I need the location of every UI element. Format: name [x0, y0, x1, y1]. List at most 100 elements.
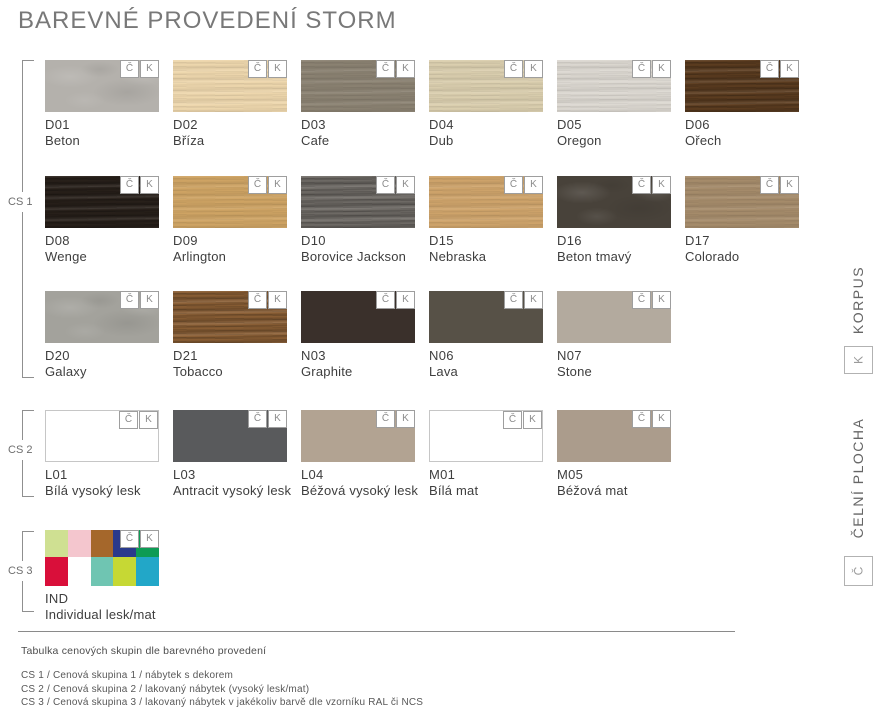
material-name: Bříza: [173, 133, 205, 148]
footer-line-cs3: CS 3 / Cenová skupina 3 / lakovaný nábyt…: [21, 697, 424, 708]
material-code: IND: [45, 591, 69, 606]
individual-colors-grid: [45, 530, 159, 586]
swatch-cell-d08: Č K D08 Wenge: [45, 176, 173, 264]
swatch-cell-d15: Č K D15 Nebraska: [429, 176, 557, 264]
material-code: D04: [429, 117, 454, 132]
footer-heading: Tabulka cenových skupin dle barevného pr…: [21, 645, 267, 657]
front-usage-badge: Č: [376, 410, 395, 428]
material-code: N06: [429, 348, 454, 363]
swatch-cell-d21: Č K D21 Tobacco: [173, 291, 301, 379]
korpus-usage-badge: K: [652, 176, 671, 194]
swatch-cell-d01: Č K D01 Beton: [45, 60, 173, 148]
material-name: Tobacco: [173, 364, 223, 379]
front-usage-badge: Č: [632, 410, 651, 428]
color-tile: [90, 557, 114, 586]
material-name: Nebraska: [429, 249, 487, 264]
front-usage-badge: Č: [760, 176, 779, 194]
material-code: D05: [557, 117, 582, 132]
swatch-cell-d09: Č K D09 Arlington: [173, 176, 301, 264]
korpus-k-letter: K: [851, 356, 866, 365]
korpus-usage-badge: K: [523, 411, 542, 429]
front-usage-badge: Č: [504, 176, 523, 194]
korpus-usage-badge: K: [652, 410, 671, 428]
front-usage-badge: Č: [376, 176, 395, 194]
material-code: N03: [301, 348, 326, 363]
korpus-usage-badge: K: [780, 176, 799, 194]
group-label-cs1: CS 1: [7, 192, 34, 212]
swatch-cell-n03: Č K N03 Graphite: [301, 291, 429, 379]
korpus-usage-badge: K: [524, 291, 543, 309]
color-tile: [136, 557, 159, 586]
korpus-usage-badge: K: [396, 60, 415, 78]
material-name: Béžová mat: [557, 483, 628, 498]
korpus-usage-badge: K: [268, 291, 287, 309]
front-usage-badge: Č: [760, 60, 779, 78]
front-usage-badge: Č: [376, 60, 395, 78]
swatch-cell-d06: Č K D06 Ořech: [685, 60, 813, 148]
material-code: N07: [557, 348, 582, 363]
swatch-cell-d05: Č K D05 Oregon: [557, 60, 685, 148]
footer-line-cs1: CS 1 / Cenová skupina 1 / nábytek s deko…: [21, 670, 234, 681]
material-code: D17: [685, 233, 710, 248]
front-usage-badge: Č: [504, 60, 523, 78]
front-vertical-label: ČELNÍ PLOCHA: [850, 417, 866, 539]
material-name: Lava: [429, 364, 458, 379]
color-tile: [67, 530, 91, 557]
swatch-cell-d20: Č K D20 Galaxy: [45, 291, 173, 379]
material-name: Bílá mat: [429, 483, 479, 498]
group-bracket-cs3: CS 3: [7, 531, 35, 612]
material-name: Antracit vysoký lesk: [173, 483, 292, 498]
front-usage-badge: Č: [248, 60, 267, 78]
front-usage-badge: Č: [632, 291, 651, 309]
page-title: BAREVNÉ PROVEDENÍ STORM: [18, 7, 397, 34]
material-code: M01: [429, 467, 456, 482]
material-code: L03: [173, 467, 196, 482]
front-usage-badge: Č: [120, 60, 139, 78]
korpus-usage-badge: K: [268, 176, 287, 194]
korpus-vertical-label: KORPUS: [850, 265, 866, 335]
material-name: Wenge: [45, 249, 87, 264]
korpus-usage-badge: K: [140, 291, 159, 309]
swatch-cell-d03: Č K D03 Cafe: [301, 60, 429, 148]
korpus-usage-badge: K: [652, 291, 671, 309]
material-code: D20: [45, 348, 70, 363]
material-name: Arlington: [173, 249, 227, 264]
swatch-cell-d02: Č K D02 Bříza: [173, 60, 301, 148]
swatch-cell-l01: Č K L01 Bílá vysoký lesk: [45, 410, 173, 498]
korpus-usage-badge: K: [780, 60, 799, 78]
material-code: D08: [45, 233, 70, 248]
front-usage-badge: Č: [632, 176, 651, 194]
color-tile: [45, 557, 68, 586]
korpus-usage-badge: K: [652, 60, 671, 78]
material-name: Beton: [45, 133, 80, 148]
footer-divider: [18, 631, 735, 632]
front-usage-badge: Č: [504, 291, 523, 309]
swatch-cell-d17: Č K D17 Colorado: [685, 176, 813, 264]
